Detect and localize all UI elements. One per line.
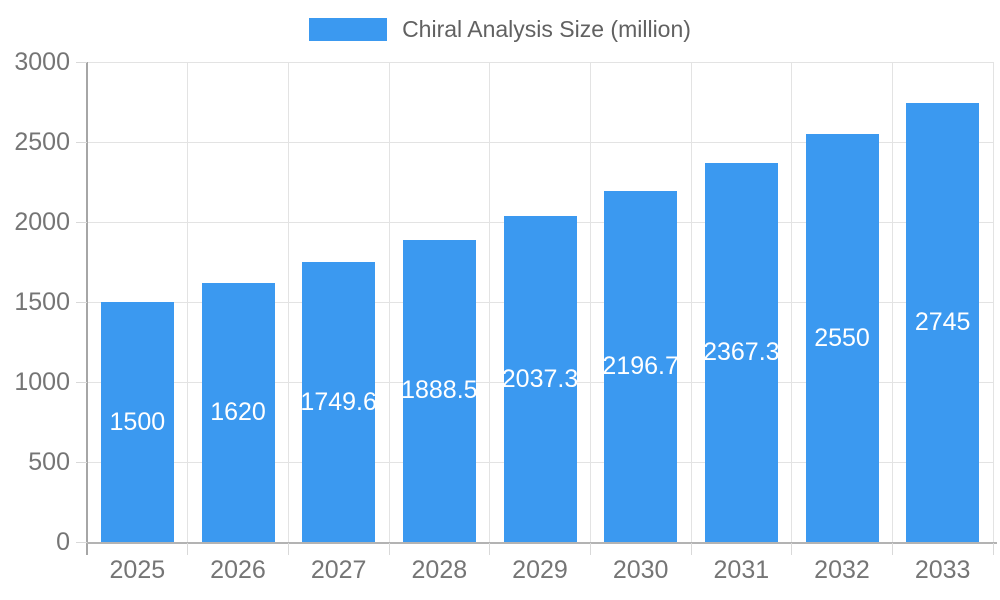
bar[interactable]: 2550 — [805, 134, 879, 542]
legend-label: Chiral Analysis Size (million) — [402, 16, 691, 42]
x-axis-tick — [489, 543, 491, 555]
bar-value-label: 2550 — [814, 323, 870, 352]
v-gridline — [287, 62, 289, 542]
x-axis-tick-label: 2026 — [210, 556, 266, 584]
y-axis-tick — [76, 382, 87, 383]
x-axis-tick-label: 2031 — [713, 556, 770, 584]
v-gridline — [187, 62, 189, 542]
bar[interactable]: 1620 — [201, 282, 275, 542]
legend[interactable]: Chiral Analysis Size (million) — [0, 16, 1000, 43]
x-axis-tick-label: 2025 — [109, 556, 166, 584]
y-axis-tick — [76, 302, 87, 303]
y-axis-tick-label: 500 — [28, 447, 70, 476]
x-axis-tick — [690, 543, 692, 555]
x-axis-tick — [891, 543, 893, 555]
v-gridline — [589, 62, 591, 542]
bar-value-label: 1620 — [210, 397, 266, 426]
x-axis-tick-label: 2029 — [512, 556, 568, 584]
bar[interactable]: 2037.3 — [501, 216, 579, 542]
y-axis-tick-label: 0 — [56, 527, 70, 556]
legend-swatch-icon — [309, 18, 388, 41]
bar[interactable]: 1888.5 — [401, 239, 478, 542]
bar[interactable]: 1500 — [100, 302, 174, 542]
y-axis-tick-label: 2500 — [14, 127, 70, 156]
x-axis-tick — [791, 543, 793, 555]
y-axis-tick — [76, 222, 87, 223]
bar-value-label: 1749.6 — [300, 387, 377, 416]
bar-value-label: 2367.3 — [703, 338, 780, 367]
x-axis-tick-label: 2032 — [814, 556, 870, 584]
bar[interactable]: 2745 — [906, 102, 980, 542]
bar-value-label: 1888.5 — [401, 376, 478, 405]
v-gridline — [388, 62, 390, 542]
y-axis-tick-label: 1500 — [14, 287, 70, 316]
h-gridline — [87, 61, 993, 63]
x-axis-tick — [388, 543, 390, 555]
bar[interactable]: 2367.3 — [703, 163, 780, 542]
x-axis-tick — [992, 543, 994, 555]
bar-value-label: 2745 — [914, 307, 971, 336]
v-gridline — [690, 62, 692, 542]
bar-value-label: 1500 — [109, 407, 166, 436]
bar[interactable]: 1749.6 — [300, 262, 377, 542]
x-axis-line — [87, 542, 997, 544]
y-axis-line — [86, 62, 88, 555]
y-axis-tick — [76, 62, 87, 63]
v-gridline — [992, 62, 994, 542]
y-axis-tick — [76, 142, 87, 143]
v-gridline — [891, 62, 893, 542]
y-axis-tick — [76, 542, 87, 543]
y-axis-tick-label: 2000 — [14, 207, 70, 236]
bar-value-label: 2037.3 — [501, 364, 579, 393]
x-axis-tick-label: 2027 — [310, 556, 367, 584]
y-axis-tick-label: 3000 — [14, 47, 70, 76]
v-gridline — [489, 62, 491, 542]
bar[interactable]: 2196.7 — [602, 190, 679, 542]
x-axis-tick-label: 2028 — [411, 556, 468, 584]
x-axis-tick — [287, 543, 289, 555]
plot-area: 1500 1620 1749.6 1888.5 2037.3 2196.7 2367.3 25… — [87, 61, 994, 542]
h-gridline — [87, 141, 993, 143]
x-axis-tick-label: 2033 — [914, 556, 971, 584]
y-axis-tick — [76, 462, 87, 463]
y-axis-tick-label: 1000 — [14, 367, 70, 396]
bar-value-label: 2196.7 — [602, 351, 679, 380]
x-axis-tick — [589, 543, 591, 555]
v-gridline — [791, 62, 793, 542]
x-axis-tick — [187, 543, 189, 555]
x-axis-tick-label: 2030 — [612, 556, 669, 584]
